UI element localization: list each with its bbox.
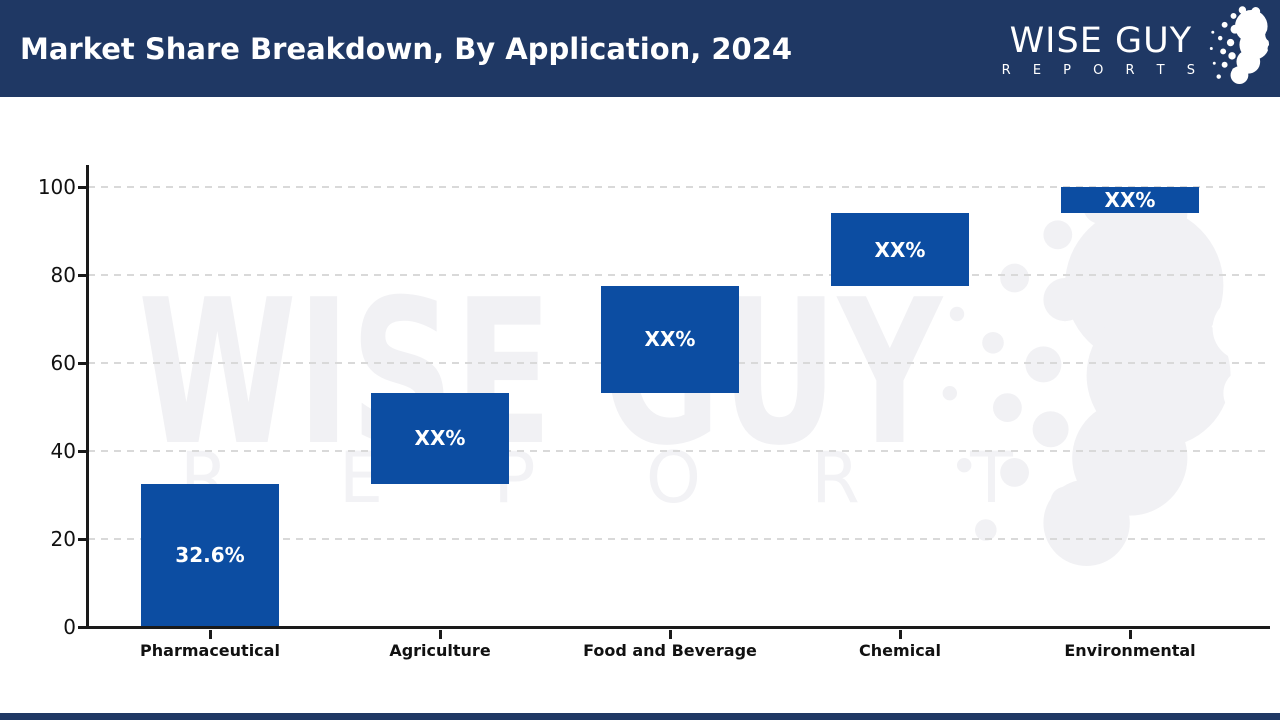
x-tick-0 [209, 630, 212, 639]
y-tick-40 [78, 450, 87, 453]
gridline-20 [88, 538, 1270, 540]
y-tick-100 [78, 186, 87, 189]
bar-value-label: XX% [874, 237, 926, 262]
x-category-label-0: Pharmaceutical [140, 641, 280, 660]
x-tick-4 [1129, 630, 1132, 639]
page-title: Market Share Breakdown, By Application, … [20, 31, 793, 66]
x-category-label-3: Chemical [859, 641, 941, 660]
x-tick-2 [669, 630, 672, 639]
x-axis-line [86, 626, 1270, 629]
gridline-40 [88, 450, 1270, 452]
x-tick-3 [899, 630, 902, 639]
x-category-label-4: Environmental [1064, 641, 1196, 660]
y-tick-20 [78, 538, 87, 541]
dotted-head-icon [1198, 4, 1279, 94]
bar-value-label: XX% [414, 426, 466, 451]
plot-area: 0 20 40 60 80 100 32.6% Pharmaceutical XX% Agricu… [0, 97, 1280, 713]
gridline-80 [88, 274, 1270, 276]
y-tick-60 [78, 362, 87, 365]
x-tick-1 [439, 630, 442, 639]
y-tick-label-60: 60 [50, 351, 76, 375]
gridline-100 [88, 186, 1270, 188]
footer-bar [0, 713, 1280, 720]
y-tick-0 [78, 626, 87, 629]
logo-wordmark: WISE GUY [1009, 20, 1193, 61]
y-tick-label-100: 100 [37, 175, 76, 199]
logo-subtitle: R E P O R T S [1001, 62, 1204, 78]
y-tick-label-40: 40 [50, 439, 76, 463]
bar-value-label: XX% [1104, 188, 1156, 213]
logo-text: WISE GUY R E P O R T S [998, 21, 1204, 78]
bar-environmental: XX% [1061, 187, 1199, 214]
wise-guy-logo: WISE GUY R E P O R T S [998, 4, 1279, 94]
header-bar: Market Share Breakdown, By Application, … [0, 0, 1280, 97]
bar-chemical: XX% [831, 213, 969, 286]
bar-value-label: XX% [644, 327, 696, 352]
bar-value-label: 32.6% [175, 543, 245, 568]
x-category-label-1: Agriculture [389, 641, 491, 660]
y-tick-label-80: 80 [50, 263, 76, 287]
y-tick-label-0: 0 [63, 615, 76, 639]
bar-pharmaceutical: 32.6% [141, 483, 279, 627]
y-tick-80 [78, 274, 87, 277]
x-category-label-2: Food and Beverage [583, 641, 757, 660]
y-tick-label-20: 20 [50, 527, 76, 551]
bar-agriculture: XX% [371, 392, 509, 484]
y-axis-line [86, 165, 89, 629]
chart-canvas: WISE GUY R E P O R T S [0, 97, 1280, 713]
bar-food-and-beverage: XX% [601, 286, 739, 393]
